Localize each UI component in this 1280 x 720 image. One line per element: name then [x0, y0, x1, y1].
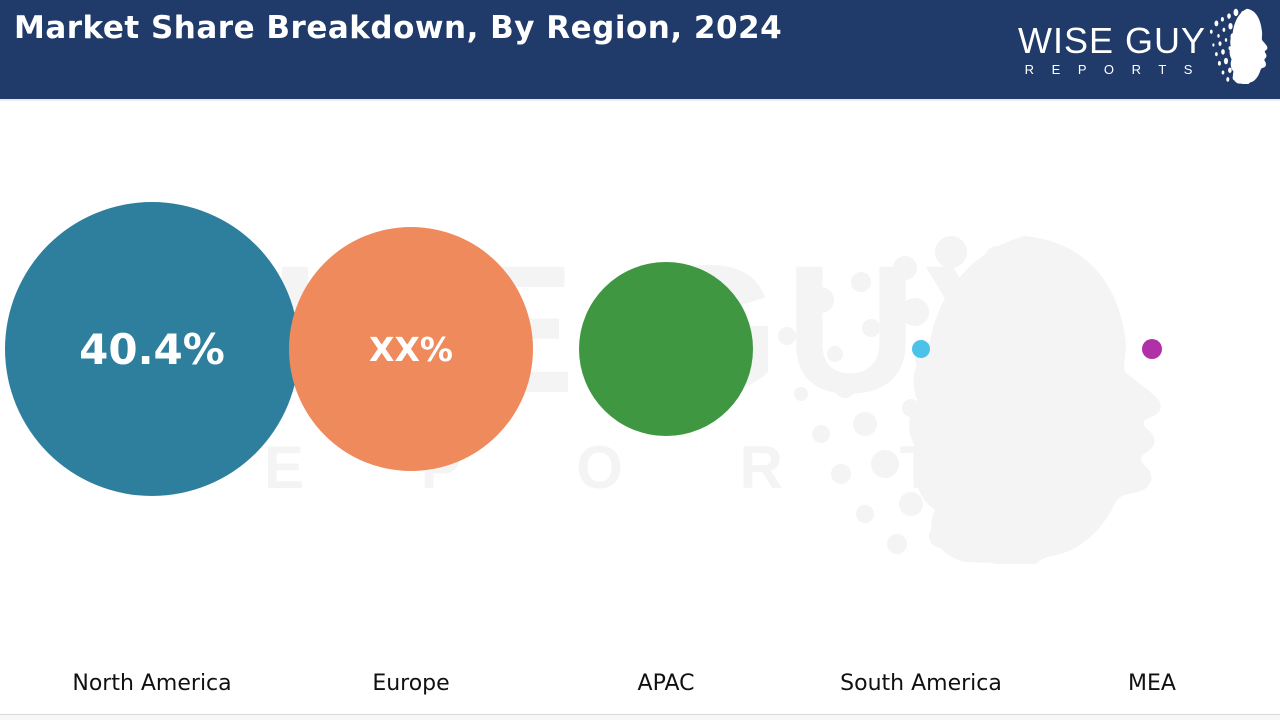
category-label-north-america: North America [72, 671, 232, 696]
bubble-south-america [912, 340, 930, 358]
bubble-value-label: 40.4% [79, 324, 225, 374]
bubble-mea [1142, 339, 1162, 359]
bubble-europe: XX% [289, 227, 533, 471]
category-label-apac: APAC [637, 671, 695, 696]
brand-tagline-text: R E P O R T S [1024, 61, 1200, 77]
category-label-europe: Europe [372, 671, 450, 696]
bubble-north-america: 40.4% [5, 202, 299, 496]
chart-title: Market Share Breakdown, By Region, 2024 [14, 10, 783, 46]
brand-head-profile-dots-icon [1209, 8, 1268, 84]
header: Market Share Breakdown, By Region, 2024 … [0, 0, 1280, 101]
brand-logo: WISE GUY R E P O R T S [1018, 6, 1268, 84]
bottom-strip [0, 715, 1280, 720]
bubble-apac [579, 262, 753, 436]
bottom-divider [0, 714, 1280, 715]
watermark-head-profile-dots-icon [778, 236, 1161, 564]
category-label-mea: MEA [1128, 671, 1176, 696]
bubble-value-label: XX% [369, 329, 453, 369]
brand-name-text: WISE GUY [1017, 20, 1206, 61]
category-label-south-america: South America [840, 671, 1002, 696]
